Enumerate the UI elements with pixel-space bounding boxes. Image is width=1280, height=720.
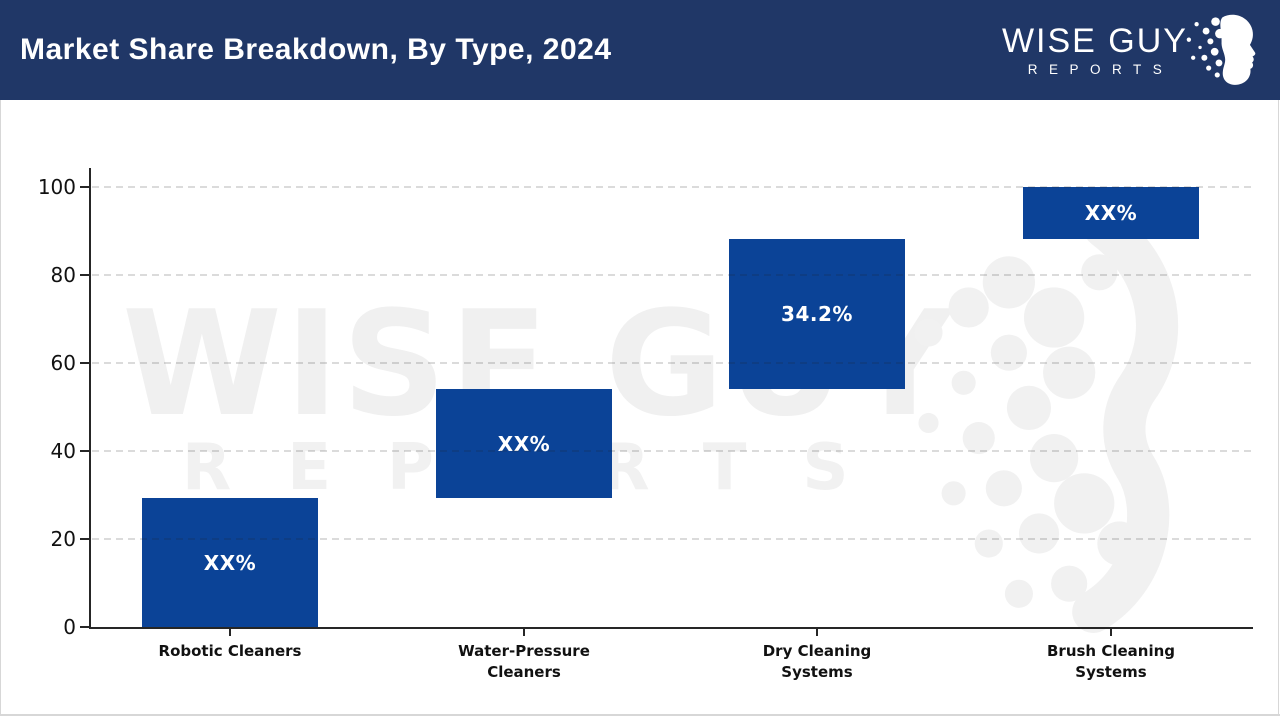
logo-subtext: REPORTS (1027, 62, 1174, 77)
y-tick-label: 0 (63, 615, 76, 639)
frame-line-left (0, 100, 1, 716)
gridline-60 (92, 362, 1253, 364)
bar-value-label: XX% (203, 550, 257, 575)
x-category-label: Brush Cleaning Systems (1046, 642, 1176, 681)
chart-area: WISE GUY REPORTS 020406080100XX%Robotic … (0, 100, 1280, 720)
wiseguy-logo: WISE GUY REPORTS (1002, 4, 1268, 96)
x-tick-mark (523, 629, 525, 636)
y-tick-mark (80, 538, 89, 540)
x-category-label: Robotic Cleaners (158, 642, 302, 660)
wiseguy-head-icon (1186, 14, 1256, 85)
bar-3: 34.2% (729, 238, 905, 390)
y-tick-label: 40 (50, 439, 76, 463)
bar-value-label: XX% (1084, 200, 1138, 225)
x-tick-mark (229, 629, 231, 636)
y-tick-mark (80, 362, 89, 364)
header-bar: Market Share Breakdown, By Type, 2024 WI… (0, 0, 1280, 100)
bar-2: XX% (436, 389, 612, 499)
chart-title: Market Share Breakdown, By Type, 2024 (20, 33, 612, 66)
x-tick-mark (1110, 629, 1112, 636)
bar-value-label: XX% (497, 431, 551, 456)
gridline-80 (92, 274, 1253, 276)
logo-text: WISE GUY REPORTS (1002, 23, 1188, 77)
x-axis-line (89, 627, 1253, 629)
x-category-label: Water-Pressure Cleaners (458, 642, 590, 681)
y-tick-label: 100 (37, 175, 76, 199)
watermark-head-icon (914, 212, 1179, 633)
bar-4: XX% (1023, 187, 1199, 239)
y-tick-mark (80, 274, 89, 276)
y-tick-label: 20 (50, 527, 76, 551)
bar-1: XX% (142, 498, 318, 627)
gridline-20 (92, 538, 1253, 540)
y-tick-mark (80, 626, 89, 628)
x-tick-mark (816, 629, 818, 636)
y-axis-line (89, 168, 91, 629)
bar-value-label: 34.2% (781, 302, 853, 327)
y-tick-label: 60 (50, 351, 76, 375)
y-tick-label: 80 (50, 263, 76, 287)
gridline-40 (92, 450, 1253, 452)
frame-line-right (1278, 100, 1279, 716)
y-tick-mark (80, 186, 89, 188)
y-tick-mark (80, 450, 89, 452)
logo-wordmark: WISE GUY (1001, 22, 1188, 60)
gridline-100 (92, 186, 1253, 188)
frame-line-bottom (0, 714, 1280, 716)
x-category-label: Dry Cleaning Systems (762, 642, 872, 681)
